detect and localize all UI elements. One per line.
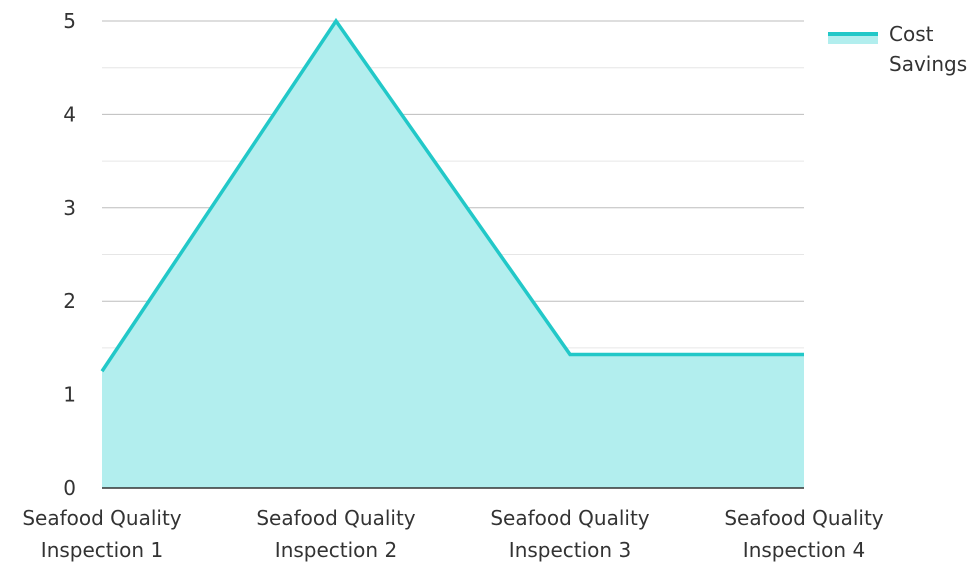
y-tick-label: 4 (63, 102, 76, 126)
y-tick-label: 1 (63, 383, 76, 407)
y-tick-label: 2 (63, 289, 76, 313)
y-tick-label: 5 (63, 9, 76, 33)
y-tick-label: 3 (63, 196, 76, 220)
y-tick-label: 0 (63, 476, 76, 500)
